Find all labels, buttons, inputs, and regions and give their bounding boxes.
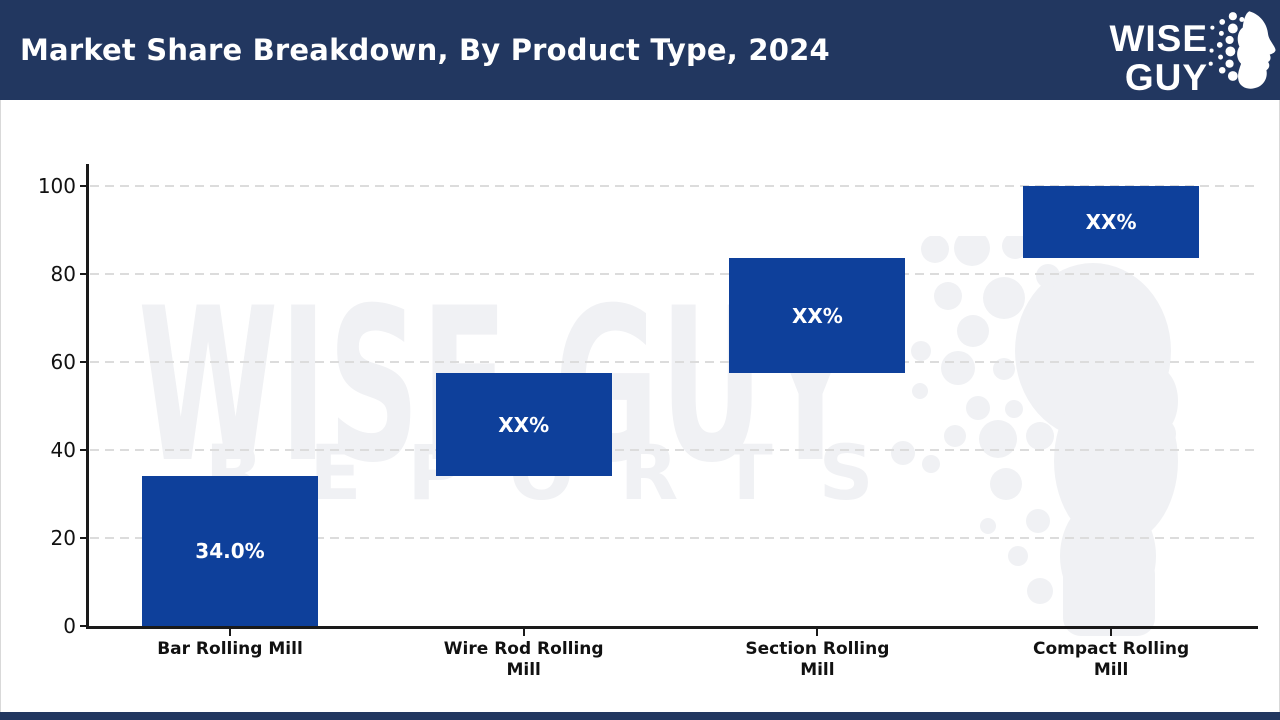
gridline	[90, 185, 1258, 187]
y-axis-tick	[80, 625, 88, 627]
bar-value-label: 34.0%	[195, 539, 265, 564]
bar-segment: 34.0%	[142, 476, 318, 626]
y-axis-line	[86, 164, 89, 628]
bar-value-label: XX%	[1085, 210, 1137, 235]
y-axis-tick	[80, 537, 88, 539]
y-axis-tick	[80, 361, 88, 363]
x-axis-tick	[522, 628, 525, 636]
bar-segment: XX%	[729, 258, 906, 373]
x-axis-tick	[229, 628, 231, 636]
gridline	[90, 273, 1258, 275]
y-axis-label: 40	[50, 438, 76, 462]
y-axis-tick	[80, 273, 88, 275]
y-axis-label: 100	[37, 174, 76, 198]
y-axis-label: 0	[63, 614, 76, 638]
y-axis-tick	[80, 449, 88, 451]
footer-bar	[0, 712, 1280, 720]
y-axis-label: 20	[50, 526, 76, 550]
bar-value-label: XX%	[498, 412, 550, 437]
bar-value-label: XX%	[791, 303, 843, 328]
y-axis-tick	[80, 185, 88, 187]
x-axis-category-label: Compact Rolling Mill	[1033, 639, 1190, 680]
gridline	[90, 449, 1258, 451]
logo-head-icon	[1208, 11, 1276, 89]
x-axis-tick	[816, 628, 819, 636]
x-axis-category-label: Wire Rod Rolling Mill	[443, 639, 604, 680]
gridline	[90, 361, 1258, 363]
header-bar: Market Share Breakdown, By Product Type,…	[0, 0, 1280, 132]
x-axis-line	[86, 626, 1258, 629]
gridline	[90, 537, 1258, 539]
logo-subtitle: R E P O R T S	[1029, 99, 1206, 132]
x-axis-category-label: Section Rolling Mill	[745, 639, 890, 680]
logo-wordmark: WISE GUY	[1109, 18, 1208, 98]
bar-segment: XX%	[1023, 186, 1200, 259]
watermark-head-icon	[891, 236, 1178, 636]
y-axis-label: 80	[50, 262, 76, 286]
x-axis-tick	[1110, 628, 1113, 636]
chart-title: Market Share Breakdown, By Product Type,…	[20, 33, 830, 67]
x-axis-category-label: Bar Rolling Mill	[157, 639, 303, 659]
y-axis-label: 60	[50, 350, 76, 374]
bar-segment: XX%	[435, 373, 612, 477]
brand-logo: WISE GUY R E P O R T S	[1020, 4, 1280, 132]
